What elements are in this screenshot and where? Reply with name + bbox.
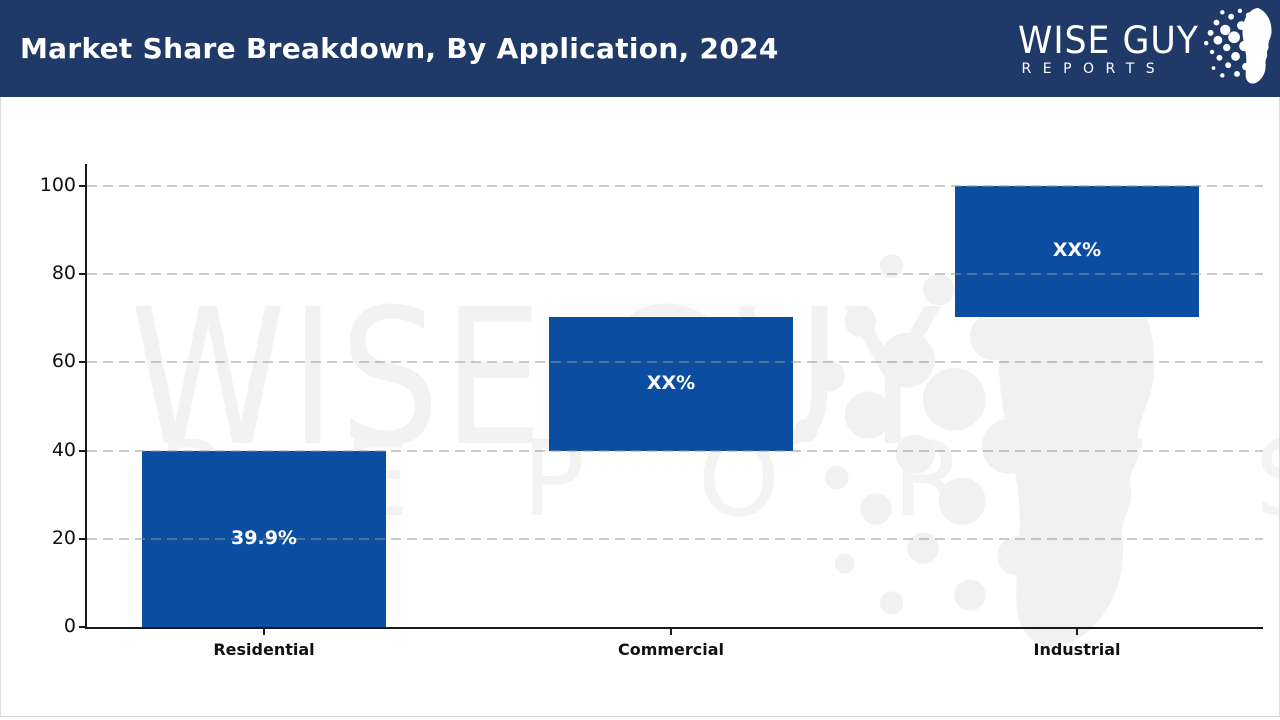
y-tick-label: 40 — [51, 438, 76, 461]
y-tick-label: 20 — [51, 526, 76, 549]
x-tick-mark — [263, 627, 265, 635]
x-tick-label-2: Industrial — [1033, 640, 1121, 659]
chart-title: Market Share Breakdown, By Application, … — [20, 32, 779, 65]
y-tick-label: 80 — [51, 262, 76, 285]
x-tick-label-0: Residential — [213, 640, 315, 659]
x-tick-mark — [670, 627, 672, 635]
y-axis-line — [85, 163, 87, 629]
logo-subtext: REPORTS — [1021, 60, 1167, 77]
y-tick-mark — [79, 537, 87, 540]
y-tick-label: 100 — [39, 174, 76, 196]
gridline-100 — [87, 185, 1263, 187]
bar-value-label: XX% — [1052, 239, 1102, 262]
bar-commercial — [549, 316, 793, 452]
logo-text: WISE GUY REPORTS — [1018, 22, 1210, 76]
y-tick-label: 60 — [51, 350, 76, 373]
y-tick-mark — [79, 361, 87, 364]
gridline-20 — [87, 537, 1263, 540]
y-tick-mark — [79, 185, 87, 187]
bar-value-label: 39.9% — [231, 527, 297, 550]
x-tick-mark — [1076, 627, 1078, 635]
y-tick-mark — [79, 273, 87, 276]
x-axis-line — [85, 627, 1263, 629]
logo-face-icon — [1204, 7, 1272, 84]
gridline-60 — [87, 361, 1263, 364]
gridline-80 — [87, 273, 1263, 276]
wiseguy-logo: WISE GUY REPORTS — [1018, 0, 1274, 97]
chart-area: WISE GUY R E P O R T S 0 20 40 60 80 100 39.9%… — [0, 97, 1280, 720]
y-tick-label: 0 — [63, 615, 76, 637]
gridline-40 — [87, 449, 1263, 452]
y-tick-mark — [79, 626, 87, 628]
x-tick-label-1: Commercial — [617, 640, 725, 659]
bar-industrial — [955, 186, 1199, 317]
bar-value-label: XX% — [646, 371, 696, 394]
chart-header: Market Share Breakdown, By Application, … — [0, 0, 1280, 97]
logo-wordmark: WISE GUY — [1017, 18, 1199, 62]
y-tick-mark — [79, 449, 87, 452]
